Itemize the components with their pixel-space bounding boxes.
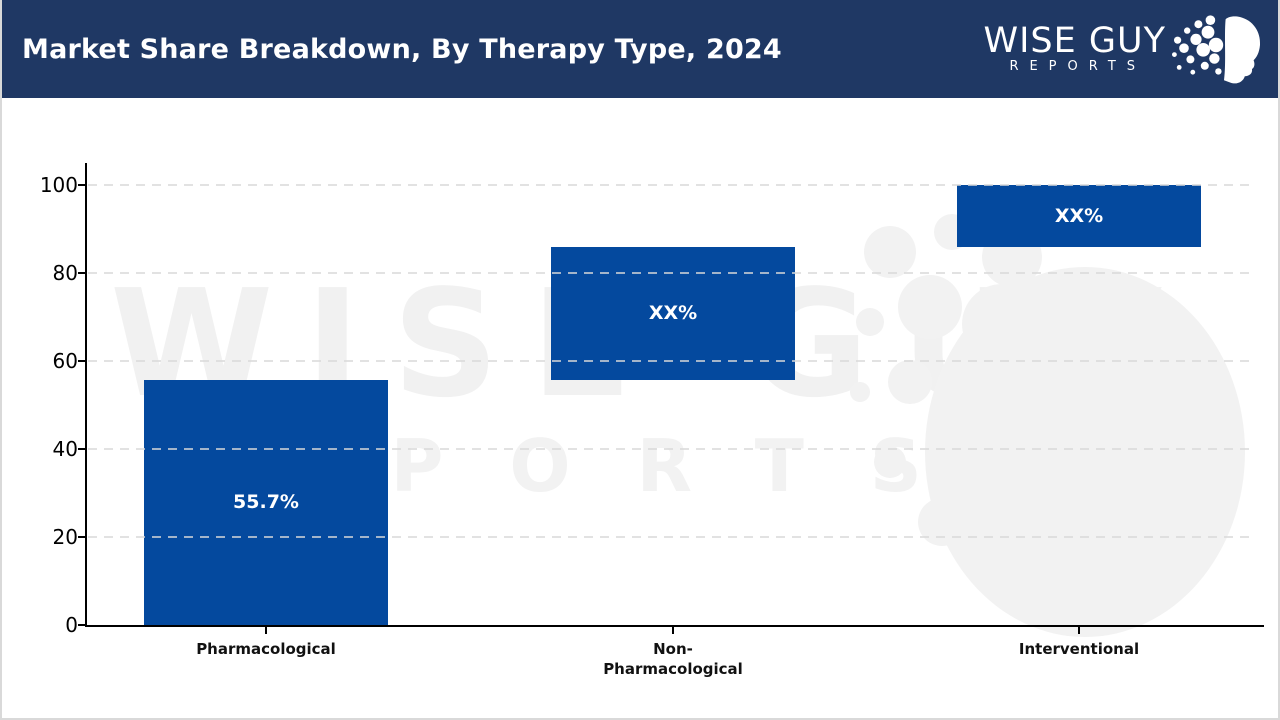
gridline-20	[88, 536, 1255, 538]
y-tick-mark-100	[78, 184, 86, 186]
x-tick-label-interventional: Interventional	[1018, 640, 1140, 658]
bar-value-label: XX%	[1054, 204, 1104, 227]
x-axis-line	[86, 625, 1264, 627]
y-tick-label-40: 40	[52, 437, 78, 461]
logo-text: WISE GUY REPORTS	[983, 23, 1166, 75]
x-tick-label-pharmacological: Pharmacological	[196, 640, 336, 658]
x-tick-mark-1	[265, 627, 267, 634]
y-tick-label-20: 20	[52, 525, 78, 549]
y-tick-mark-60	[78, 360, 86, 362]
x-tick-mark-2	[672, 627, 674, 634]
bar-pharmacological: 55.7%	[144, 379, 388, 625]
y-tick-mark-0	[78, 624, 86, 626]
logo-face-icon	[1172, 15, 1261, 84]
x-tick-mark-3	[1078, 627, 1080, 634]
header-bar: Market Share Breakdown, By Therapy Type,…	[2, 0, 1278, 98]
y-tick-label-100: 100	[39, 173, 78, 197]
gridline-40	[88, 448, 1255, 450]
y-tick-label-80: 80	[52, 261, 78, 285]
x-tick-label-non-pharmacological: Non- Pharmacological	[603, 640, 743, 678]
page-title: Market Share Breakdown, By Therapy Type,…	[22, 33, 782, 65]
bar-non-pharmacological: XX%	[551, 246, 795, 380]
gridline-80	[88, 272, 1255, 274]
y-tick-mark-40	[78, 448, 86, 450]
gridline-100	[88, 184, 1255, 186]
y-tick-label-0: 0	[65, 613, 78, 637]
wise-guy-logo: WISE GUY REPORTS	[983, 6, 1264, 92]
bar-value-label: XX%	[648, 302, 698, 325]
watermark-face-icon	[850, 213, 1245, 637]
bar-interventional: XX%	[957, 185, 1201, 247]
y-tick-mark-80	[78, 272, 86, 274]
gridline-60	[88, 360, 1255, 362]
bar-value-label: 55.7%	[233, 491, 299, 514]
y-axis-line	[85, 163, 87, 627]
y-tick-label-60: 60	[52, 349, 78, 373]
logo-subtitle: REPORTS	[1009, 59, 1147, 74]
logo-wordmark: WISE GUY	[983, 21, 1166, 61]
y-tick-mark-20	[78, 536, 86, 538]
